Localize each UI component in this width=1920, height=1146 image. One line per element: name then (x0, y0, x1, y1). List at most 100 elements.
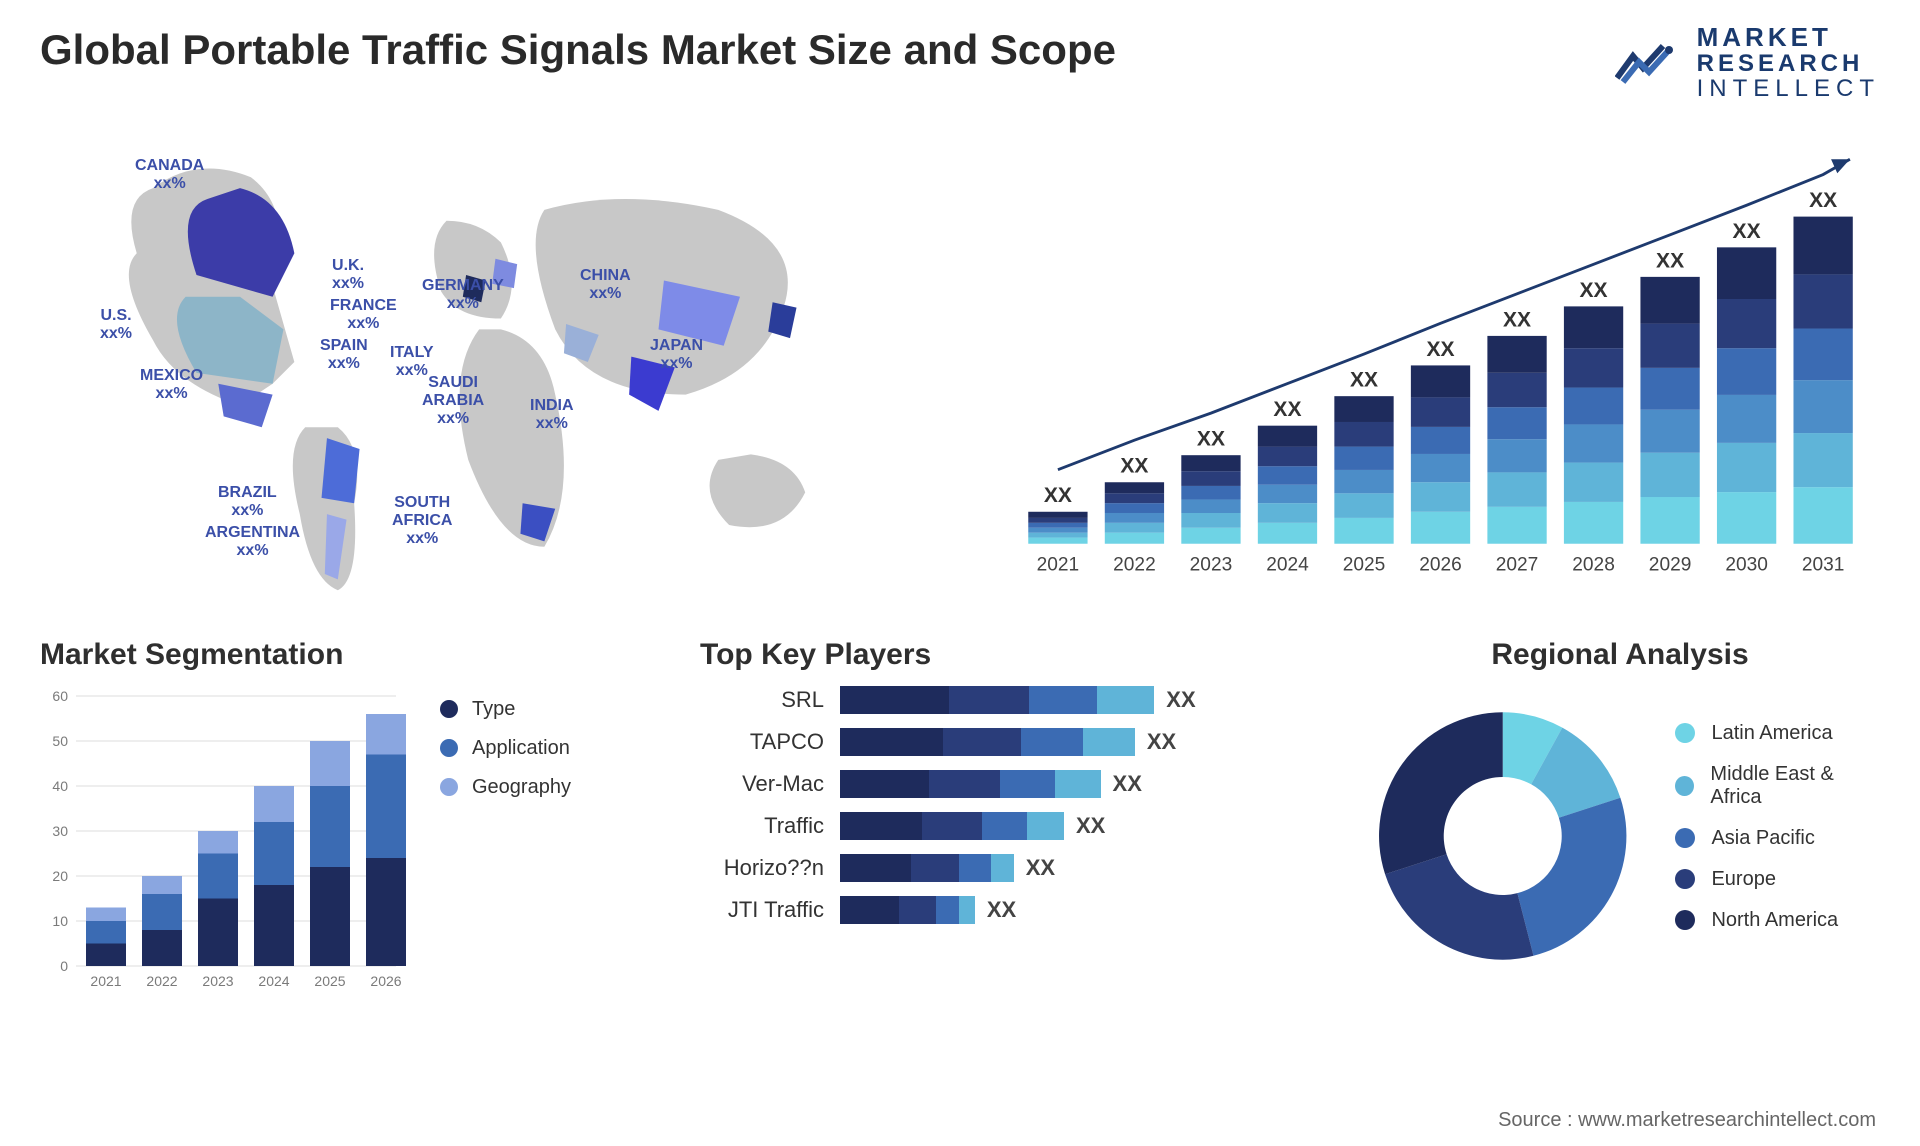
growth-bar-segment (1258, 484, 1317, 502)
regional-donut (1360, 686, 1645, 986)
growth-bar-segment (1334, 518, 1393, 544)
page-title: Global Portable Traffic Signals Market S… (40, 26, 1116, 74)
growth-bar-segment (1411, 454, 1470, 482)
segmentation-bar-segment (198, 853, 238, 898)
logo-line-3: INTELLECT (1697, 76, 1880, 101)
map-label-saudi-arabia: SAUDIARABIAxx% (422, 374, 484, 429)
growth-x-label: 2022 (1113, 554, 1156, 575)
growth-x-label: 2031 (1802, 554, 1845, 575)
segmentation-bar-segment (254, 786, 294, 822)
top-player-bar (840, 728, 1135, 756)
svg-text:50: 50 (52, 733, 68, 749)
donut-slice (1517, 797, 1626, 955)
segmentation-bar-segment (310, 867, 350, 966)
growth-bar-value: XX (1426, 338, 1454, 361)
segmentation-bar-segment (142, 894, 182, 930)
growth-bar-segment (1411, 482, 1470, 512)
growth-bar-segment (1640, 409, 1699, 452)
segmentation-bar-segment (142, 930, 182, 966)
growth-bar-segment (1258, 523, 1317, 544)
map-label-u-s-: U.S.xx% (100, 307, 132, 344)
segmentation-bar-segment (198, 898, 238, 966)
growth-bar-segment (1487, 439, 1546, 472)
regional-legend-item: Middle East & Africa (1675, 763, 1880, 809)
segmentation-bar-segment (198, 831, 238, 854)
top-player-label: SRL (700, 687, 840, 713)
map-label-u-k-: U.K.xx% (332, 257, 364, 294)
growth-bar-segment (1105, 493, 1164, 503)
growth-bar-segment (1564, 387, 1623, 424)
growth-bar-segment (1334, 422, 1393, 447)
regional-legend-item: Asia Pacific (1675, 827, 1880, 850)
segmentation-title: Market Segmentation (40, 638, 660, 672)
svg-text:2022: 2022 (146, 973, 177, 989)
growth-bar-segment (1717, 348, 1776, 395)
donut-slice (1385, 854, 1533, 959)
top-player-row: Horizo??nXX (700, 854, 1320, 882)
top-player-bar (840, 812, 1064, 840)
segmentation-chart: 0102030405060202120222023202420252026 (40, 686, 420, 996)
segmentation-legend-item: Type (440, 698, 571, 721)
growth-bar-value: XX (1656, 249, 1684, 272)
growth-bar-segment (1564, 348, 1623, 387)
top-player-label: JTI Traffic (700, 897, 840, 923)
svg-text:30: 30 (52, 823, 68, 839)
segmentation-bar-segment (366, 714, 406, 755)
growth-bar-segment (1181, 513, 1240, 528)
growth-bar-segment (1717, 443, 1776, 492)
segmentation-bar-segment (86, 943, 126, 966)
regional-legend: Latin AmericaMiddle East & AfricaAsia Pa… (1675, 722, 1880, 950)
growth-bar-segment (1640, 497, 1699, 544)
regional-legend-item: Europe (1675, 868, 1880, 891)
growth-bar-segment (1411, 427, 1470, 454)
growth-bar-segment (1717, 492, 1776, 544)
segmentation-bar-segment (254, 822, 294, 885)
growth-bar-segment (1334, 446, 1393, 469)
growth-bar-segment (1105, 513, 1164, 523)
top-player-row: Ver-MacXX (700, 770, 1320, 798)
svg-text:20: 20 (52, 868, 68, 884)
top-player-bar (840, 686, 1154, 714)
growth-bar-value: XX (1350, 368, 1378, 391)
top-player-value: XX (987, 897, 1016, 923)
svg-text:40: 40 (52, 778, 68, 794)
top-player-value: XX (1166, 687, 1195, 713)
growth-bar-segment (1028, 518, 1087, 523)
growth-bar-segment (1105, 523, 1164, 533)
growth-bar-segment (1105, 532, 1164, 543)
svg-text:2024: 2024 (258, 973, 289, 989)
growth-bar-segment (1717, 395, 1776, 443)
map-label-japan: JAPANxx% (650, 337, 703, 374)
regional-title: Regional Analysis (1360, 638, 1880, 672)
growth-bar-segment (1793, 433, 1852, 487)
growth-bar-value: XX (1197, 427, 1225, 450)
growth-x-label: 2021 (1037, 554, 1080, 575)
segmentation-bar-segment (86, 907, 126, 921)
logo-line-2: RESEARCH (1697, 51, 1880, 76)
top-player-value: XX (1076, 813, 1105, 839)
logo-line-1: MARKET (1697, 24, 1880, 51)
growth-x-label: 2028 (1572, 554, 1615, 575)
top-player-bar (840, 854, 1014, 882)
growth-bar-segment (1258, 466, 1317, 484)
segmentation-legend: TypeApplicationGeography (440, 698, 571, 815)
top-player-row: SRL XX (700, 686, 1320, 714)
growth-bar-segment (1640, 452, 1699, 496)
map-label-france: FRANCExx% (330, 297, 397, 334)
growth-bar-segment (1564, 462, 1623, 501)
growth-bar-segment (1640, 368, 1699, 410)
growth-bar-segment (1793, 328, 1852, 380)
growth-bar-segment (1028, 523, 1087, 528)
growth-chart-svg: XX2021XX2022XX2023XX2024XX2025XX2026XX20… (990, 122, 1870, 602)
map-label-india: INDIAxx% (530, 397, 574, 434)
growth-bar-segment (1793, 216, 1852, 274)
growth-x-label: 2024 (1266, 554, 1309, 575)
segmentation-bar-segment (310, 741, 350, 786)
growth-bar-segment (1028, 532, 1087, 537)
top-player-row: TrafficXX (700, 812, 1320, 840)
top-player-bar (840, 896, 975, 924)
map-label-germany: GERMANYxx% (422, 277, 504, 314)
growth-bar-segment (1564, 424, 1623, 462)
growth-bar-value: XX (1120, 454, 1148, 477)
growth-bar-value: XX (1503, 308, 1531, 331)
